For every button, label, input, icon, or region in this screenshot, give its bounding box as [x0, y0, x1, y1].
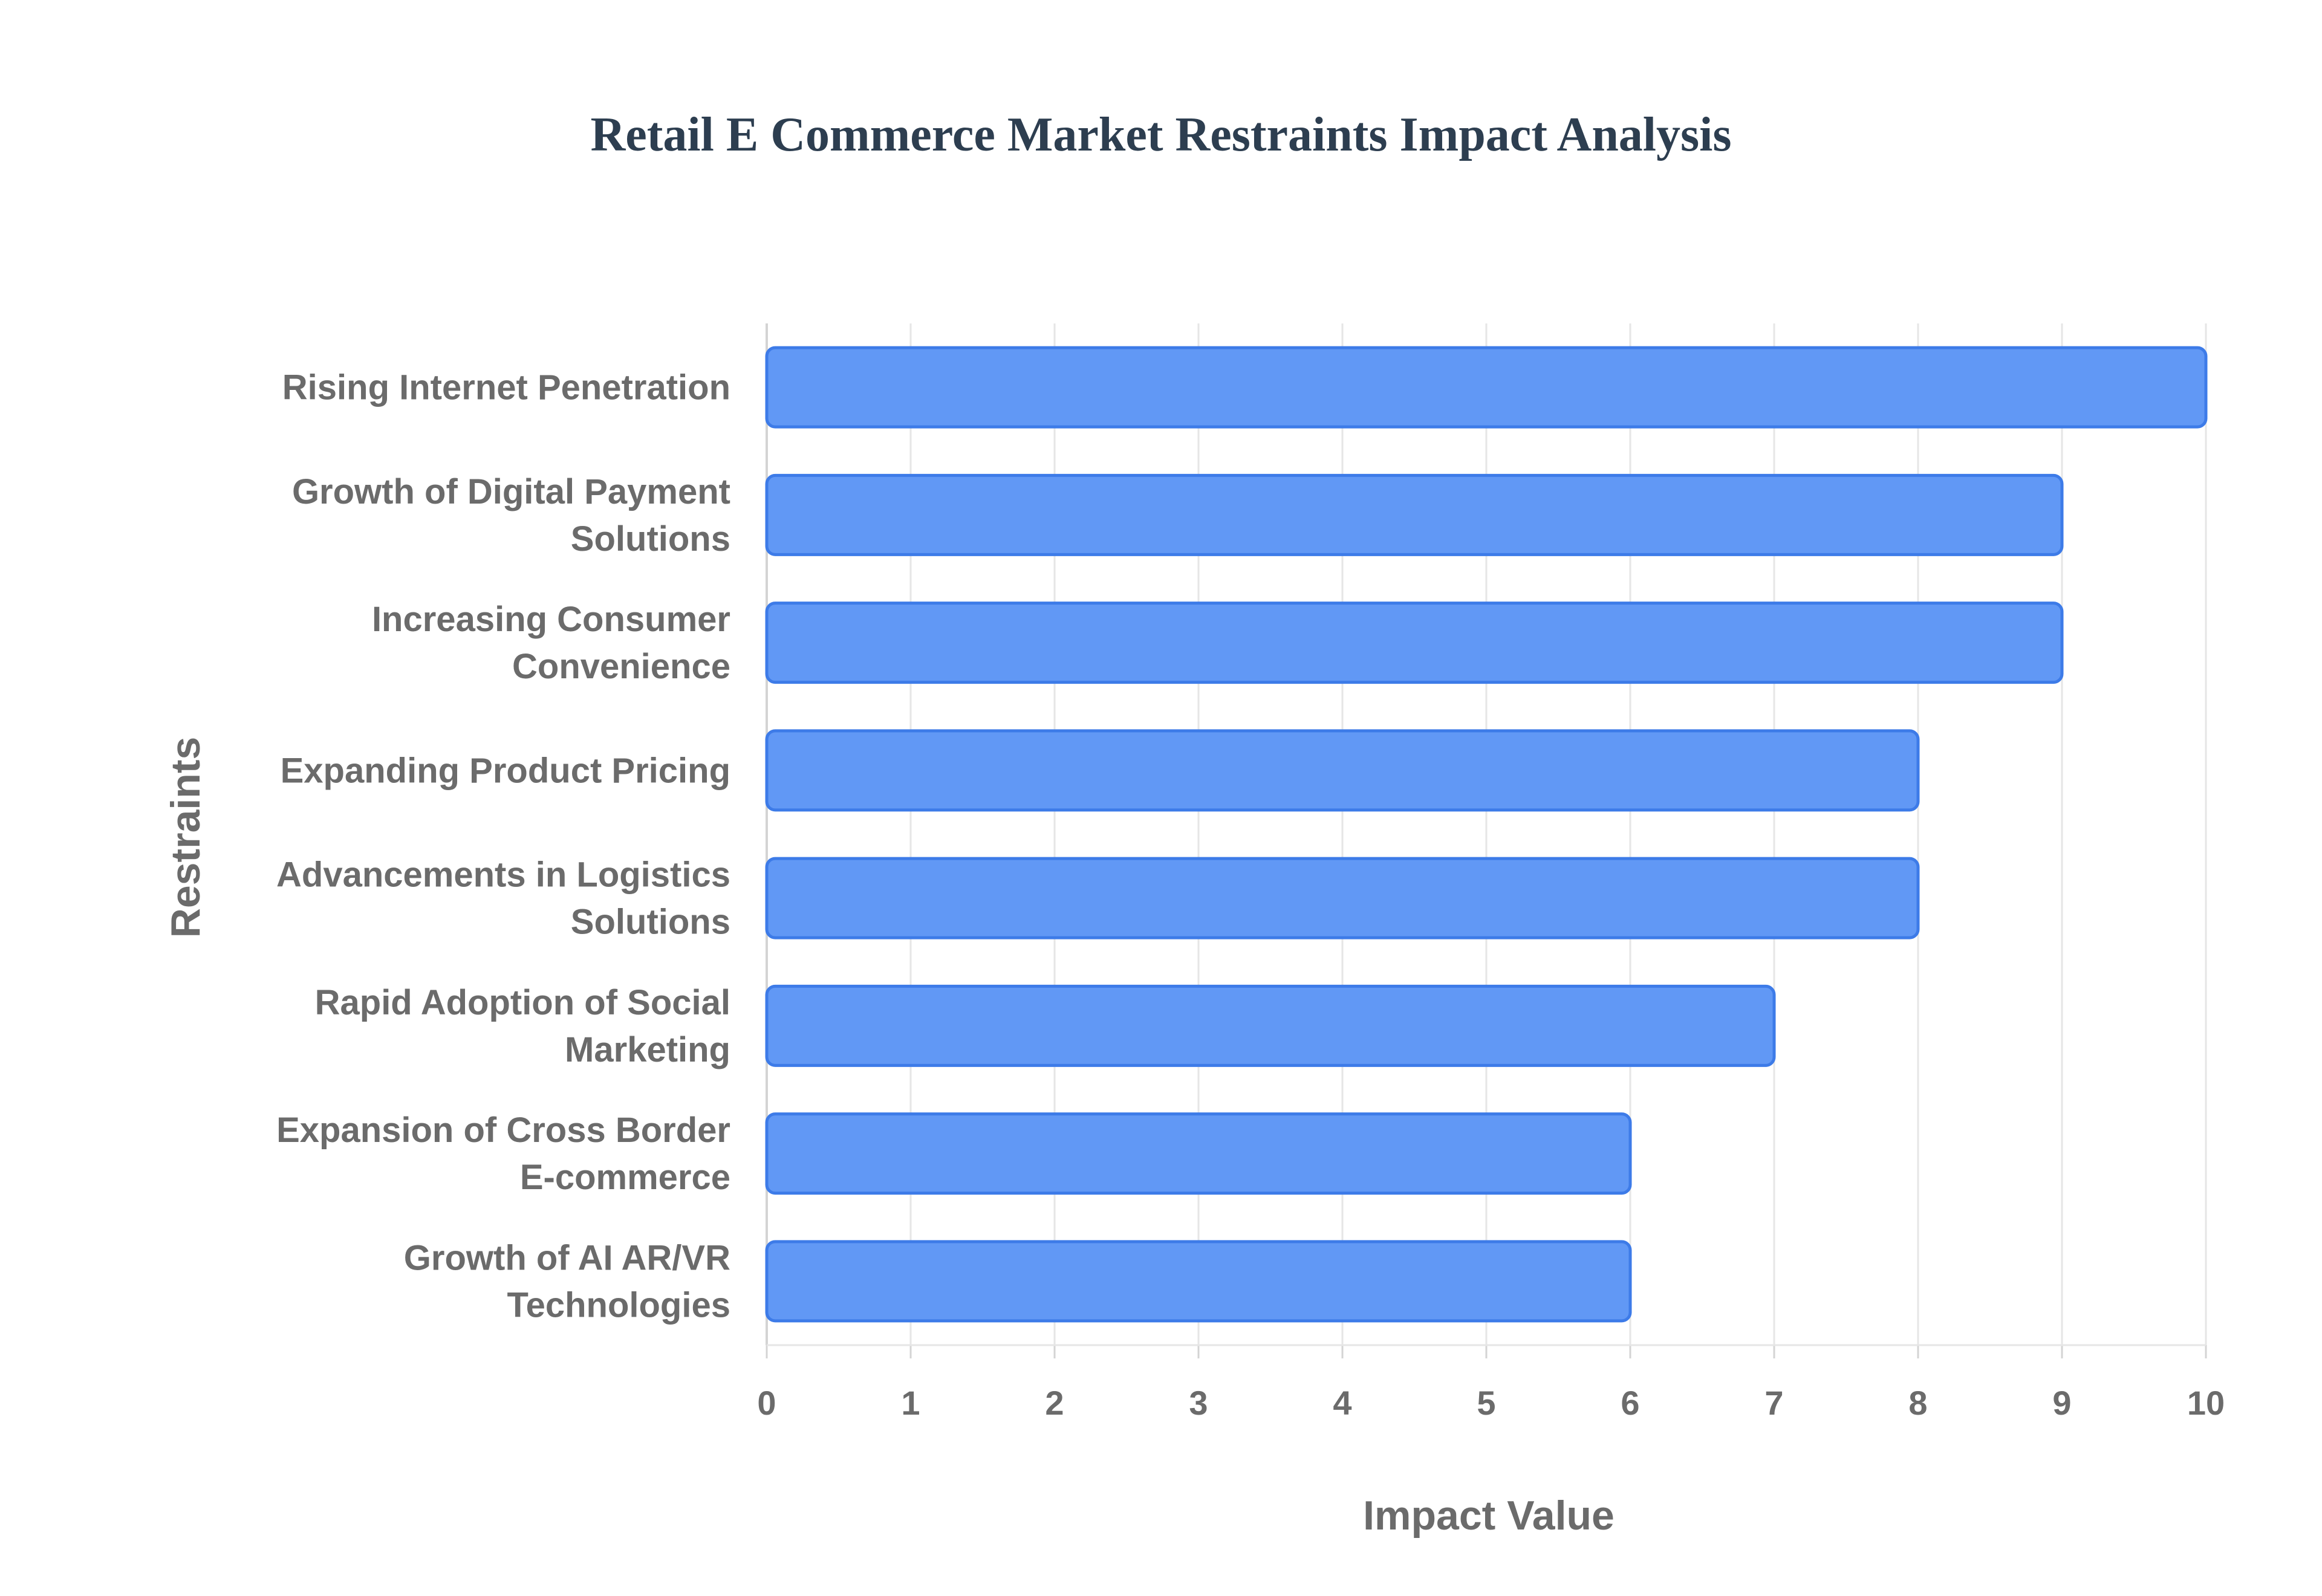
category-label: Growth of AI AR/VR Technologies	[404, 1238, 730, 1325]
bar	[765, 984, 1776, 1067]
x-tick-label: 6	[1621, 1384, 1639, 1422]
bar	[765, 1240, 1632, 1323]
x-tick-label: 3	[1189, 1384, 1208, 1422]
x-tick-label: 10	[2187, 1384, 2225, 1422]
bar	[765, 857, 1920, 939]
category-label: Growth of Digital Payment Solutions	[292, 472, 730, 559]
bar	[765, 602, 2064, 684]
category-label: Expansion of Cross Border E-commerce	[276, 1111, 730, 1197]
x-tick-label: 9	[2052, 1384, 2071, 1422]
category-label: Rapid Adoption of Social Marketing	[315, 983, 730, 1069]
y-axis-title: Restraints	[163, 737, 209, 938]
x-tick-label: 1	[901, 1384, 920, 1422]
x-tick-labels: 0 1 2 3 4 5 6 7 8 9 10	[757, 1384, 2225, 1422]
x-tick-label: 8	[1908, 1384, 1927, 1422]
bar	[765, 346, 2208, 429]
category-labels: Rising Internet Penetration Growth of Dig…	[276, 368, 730, 1325]
chart-title: Retail E Commerce Market Restraints Impa…	[590, 108, 1732, 161]
category-label: Increasing Consumer Convenience	[372, 600, 730, 686]
x-axis-title: Impact Value	[1363, 1493, 1615, 1539]
bar	[765, 473, 2064, 556]
category-label: Advancements in Logistics Solutions	[276, 855, 730, 942]
bar	[765, 729, 1920, 812]
x-tick-label: 5	[1477, 1384, 1495, 1422]
bars	[765, 346, 2208, 1323]
x-tick-label: 4	[1333, 1384, 1351, 1422]
x-tick-label: 2	[1045, 1384, 1064, 1422]
x-tick-label: 0	[757, 1384, 776, 1422]
x-tick-label: 7	[1764, 1384, 1783, 1422]
bar	[765, 1112, 1632, 1195]
category-label: Expanding Product Pricing	[281, 751, 730, 790]
category-label: Rising Internet Penetration	[282, 368, 730, 407]
